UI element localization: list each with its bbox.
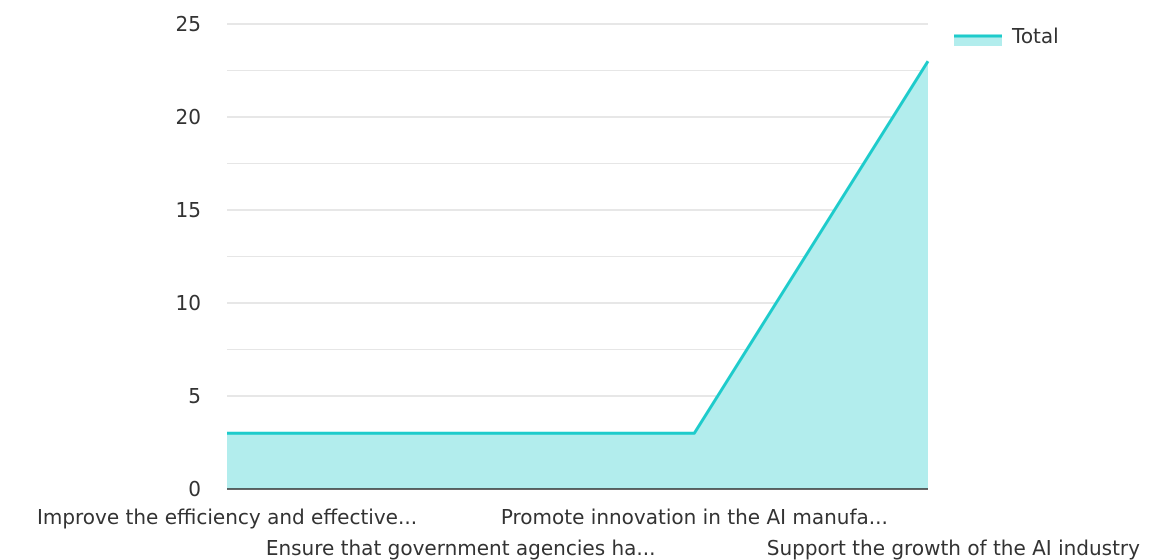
legend[interactable]: Total	[954, 24, 1059, 48]
y-axis-ticks: 0 5 10 15 20 25	[176, 12, 201, 501]
legend-label-total: Total	[1011, 24, 1059, 48]
y-tick-label: 15	[176, 198, 201, 222]
legend-swatch	[954, 36, 1002, 46]
series-line-total	[227, 60, 930, 435]
x-category-label: Ensure that government agencies ha...	[266, 536, 656, 560]
x-axis-labels: Improve the efficiency and effective... E…	[37, 505, 1140, 560]
y-tick-label: 5	[188, 384, 201, 408]
x-category-label: Support the growth of the AI industry	[767, 536, 1140, 560]
y-tick-label: 25	[176, 12, 201, 36]
x-category-label: Promote innovation in the AI manufa...	[501, 505, 888, 529]
y-tick-label: 20	[176, 105, 201, 129]
y-tick-label: 10	[176, 291, 201, 315]
x-category-label: Improve the efficiency and effective...	[37, 505, 417, 529]
y-tick-label: 0	[188, 477, 201, 501]
series-area-total	[227, 61, 928, 489]
grid-lines	[227, 23, 928, 443]
